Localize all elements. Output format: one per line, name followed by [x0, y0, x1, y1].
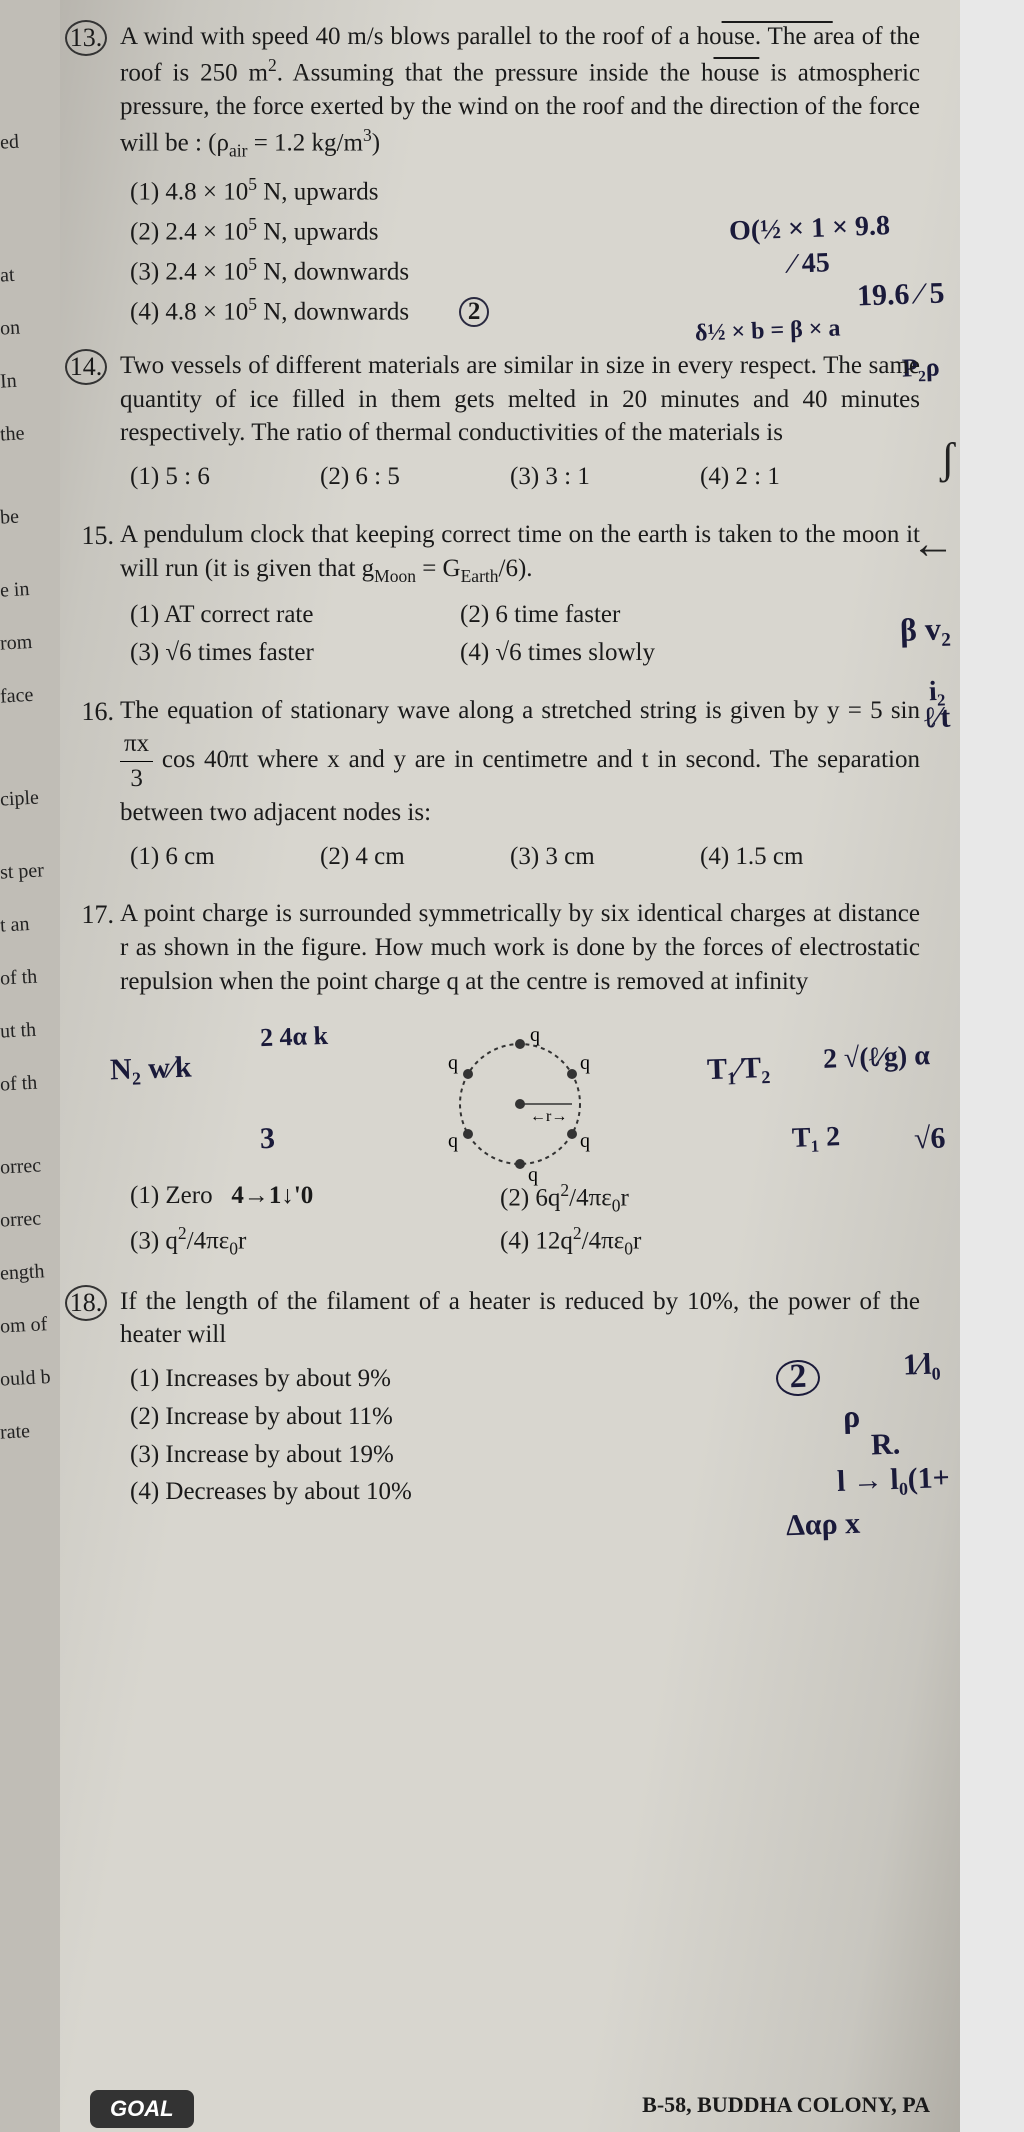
opt: (1) AT correct rate	[130, 598, 430, 632]
margin-text: be	[0, 503, 61, 529]
opt: (3) q2/4πε0r	[130, 1222, 470, 1261]
handwriting: β v₂	[899, 607, 951, 652]
margin-text: ould b	[0, 1365, 61, 1391]
margin-text: ciple	[0, 785, 61, 811]
opt: (3) Increase by about 19%	[130, 1438, 920, 1472]
charge-diagram: q q q q q q ←r→	[420, 1019, 620, 1189]
svg-text:q: q	[448, 1052, 458, 1074]
svg-text:q: q	[528, 1164, 538, 1186]
margin-text: In	[0, 367, 61, 393]
opt: (1) 5 : 6	[130, 460, 290, 494]
options-15: (1) AT correct rate (2) 6 time faster (3…	[130, 598, 920, 674]
margin-text: on	[0, 314, 61, 340]
options-17: (1) Zero 4→1↓'0 (2) 6q2/4πε0r (3) q2/4πε…	[130, 1179, 920, 1265]
margin-text: ed	[0, 128, 61, 154]
q17-figure-row: N₂ w⁄k 2 4α k 3 q q q q q q ←r→ T₁⁄T₂ 2 …	[120, 1009, 920, 1179]
svg-text:←r→: ←r→	[530, 1108, 567, 1125]
handwriting: δ½ × b = β × a	[694, 312, 841, 349]
handwriting: 1⁄l₀	[902, 1344, 941, 1386]
footer-left: GOAL	[90, 2090, 194, 2128]
opt: (2) 4 cm	[320, 840, 480, 874]
footer: GOAL B-58, BUDDHA COLONY, PA	[60, 2090, 960, 2128]
handwriting: Δαρ x	[785, 1503, 860, 1546]
margin-text: the	[0, 420, 61, 446]
margin-text: t an	[0, 911, 61, 937]
qtext-18: If the length of the filament of a heate…	[120, 1285, 920, 1353]
question-17: 17. A point charge is surrounded symmetr…	[120, 897, 920, 1264]
opt: (4) 1.5 cm	[700, 840, 860, 874]
handwriting: T₁ 2	[791, 1118, 840, 1157]
margin-text: face	[0, 682, 61, 708]
page: 13. A wind with speed 40 m/s blows paral…	[60, 0, 960, 2132]
left-margin: ed at on In the be e in rom face ciple s…	[0, 0, 60, 2132]
margin-text: e in	[0, 576, 61, 602]
handwriting: N₂ w⁄k	[109, 1047, 192, 1090]
margin-text: rate	[0, 1418, 61, 1444]
handwriting: 19.6 ⁄ 5	[857, 273, 946, 317]
options-16: (1) 6 cm (2) 4 cm (3) 3 cm (4) 1.5 cm	[130, 840, 920, 878]
opt: (4) Decreases by about 10%	[130, 1475, 920, 1509]
question-16: 16. The equation of stationary wave alon…	[120, 694, 920, 878]
margin-text: of th	[0, 1070, 61, 1096]
opt: (1) Zero 4→1↓'0	[130, 1179, 470, 1218]
margin-text: om of	[0, 1312, 61, 1338]
handwriting: 3	[259, 1118, 275, 1159]
opt: (2) Increase by about 11%	[130, 1400, 920, 1434]
opt: (1) 4.8 × 105 N, upwards	[130, 173, 920, 209]
handwriting: √6	[913, 1118, 946, 1160]
qnum-15: 15.	[70, 518, 114, 553]
margin-text: ut th	[0, 1017, 61, 1043]
svg-text:q: q	[448, 1130, 458, 1152]
question-18: 18. If the length of the filament of a h…	[120, 1285, 920, 1510]
opt: (4) 2 : 1	[700, 460, 860, 494]
qtext-15: A pendulum clock that keeping correct ti…	[120, 518, 920, 588]
handwriting: T₁⁄T₂	[706, 1048, 770, 1091]
qnum-13: 13.	[65, 20, 107, 56]
opt: (1) 6 cm	[130, 840, 290, 874]
opt: (2) 6 : 5	[320, 460, 480, 494]
qnum-18: 18.	[65, 1285, 107, 1321]
margin-text: rom	[0, 629, 61, 655]
opt: (3) √6 times faster	[130, 636, 430, 670]
handwriting: 2 4α k	[259, 1018, 328, 1055]
opt: (3) 3 : 1	[510, 460, 670, 494]
opt: (4) 12q2/4πε0r	[500, 1222, 660, 1261]
opt: (4) √6 times slowly	[460, 636, 655, 670]
hand-curl: ʃ	[940, 429, 955, 488]
qtext-17: A point charge is surrounded symmetrical…	[120, 897, 920, 998]
handwriting: ⁄ 45	[790, 244, 831, 283]
svg-text:q: q	[530, 1024, 540, 1046]
hand-answer: 2	[459, 297, 489, 327]
margin-text: orrec	[0, 1153, 61, 1179]
question-13: 13. A wind with speed 40 m/s blows paral…	[120, 20, 920, 329]
options-14: (1) 5 : 6 (2) 6 : 5 (3) 3 : 1 (4) 2 : 1	[130, 460, 920, 498]
margin-text: of th	[0, 964, 61, 990]
qtext-13: A wind with speed 40 m/s blows parallel …	[120, 20, 920, 163]
handwriting: 2 √(ℓ⁄g) α	[823, 1037, 931, 1079]
margin-text: orrec	[0, 1206, 61, 1232]
handwriting: ℓ⁄t	[923, 697, 951, 738]
qnum-17: 17.	[70, 897, 114, 932]
margin-text: at	[0, 261, 61, 287]
handwriting: l → l₀(1+	[837, 1458, 951, 1502]
handwriting: ρ	[842, 1394, 861, 1438]
qnum-16: 16.	[70, 694, 114, 729]
question-15: 15. A pendulum clock that keeping correc…	[120, 518, 920, 674]
question-14: 14. Two vessels of different materials a…	[120, 349, 920, 498]
svg-text:q: q	[580, 1052, 590, 1074]
footer-right: B-58, BUDDHA COLONY, PA	[642, 2090, 930, 2128]
svg-text:q: q	[580, 1130, 590, 1152]
qnum-14: 14.	[65, 349, 107, 385]
qtext-16: The equation of stationary wave along a …	[120, 694, 920, 830]
qtext-14: Two vessels of different materials are s…	[120, 349, 920, 450]
margin-text: ength	[0, 1259, 61, 1285]
margin-text: st per	[0, 858, 61, 884]
opt: (3) 3 cm	[510, 840, 670, 874]
opt: (2) 6 time faster	[460, 598, 620, 632]
